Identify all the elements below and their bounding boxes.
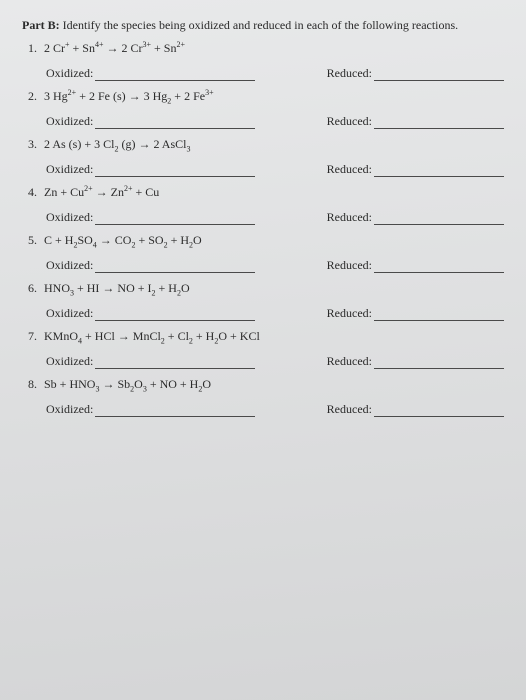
oxidized-field: Oxidized: (46, 162, 255, 177)
question-row: 1.2 Cr+ + Sn4+ → 2 Cr3+ + Sn2+ (22, 41, 504, 56)
question-row: 3.2 As (s) + 3 Cl2 (g) → 2 AsCl3 (22, 137, 504, 152)
reduced-label: Reduced: (327, 306, 372, 320)
answer-row: Oxidized: Reduced: (22, 210, 504, 225)
reduced-field: Reduced: (297, 162, 504, 177)
question-number: 2. (28, 89, 44, 104)
equation: 2 Cr+ + Sn4+ → 2 Cr3+ + Sn2+ (44, 41, 185, 56)
reduced-field: Reduced: (297, 66, 504, 81)
question-row: 5.C + H2SO4 → CO2 + SO2 + H2O (22, 233, 504, 248)
reduced-blank (374, 261, 504, 273)
answer-row: Oxidized: Reduced: (22, 354, 504, 369)
question-number: 8. (28, 377, 44, 392)
answer-row: Oxidized: Reduced: (22, 402, 504, 417)
reduced-label: Reduced: (327, 162, 372, 176)
oxidized-label: Oxidized: (46, 402, 93, 416)
question-number: 6. (28, 281, 44, 296)
equation: KMnO4 + HCl → MnCl2 + Cl2 + H2O + KCl (44, 329, 260, 344)
oxidized-field: Oxidized: (46, 114, 255, 129)
reduced-field: Reduced: (297, 402, 504, 417)
oxidized-blank (95, 261, 255, 273)
reduced-field: Reduced: (297, 354, 504, 369)
question-row: 8.Sb + HNO3 → Sb2O3 + NO + H2O (22, 377, 504, 392)
question-number: 1. (28, 41, 44, 56)
reduced-blank (374, 69, 504, 81)
equation: HNO3 + HI → NO + I2 + H2O (44, 281, 190, 296)
oxidized-label: Oxidized: (46, 210, 93, 224)
oxidized-label: Oxidized: (46, 114, 93, 128)
instruction-text: Identify the species being oxidized and … (63, 18, 459, 32)
question-row: 7.KMnO4 + HCl → MnCl2 + Cl2 + H2O + KCl (22, 329, 504, 344)
reduced-label: Reduced: (327, 114, 372, 128)
question-row: 4.Zn + Cu2+ → Zn2+ + Cu (22, 185, 504, 200)
question-number: 7. (28, 329, 44, 344)
question-number: 5. (28, 233, 44, 248)
question-row: 6.HNO3 + HI → NO + I2 + H2O (22, 281, 504, 296)
oxidized-blank (95, 309, 255, 321)
oxidized-label: Oxidized: (46, 66, 93, 80)
answer-row: Oxidized: Reduced: (22, 258, 504, 273)
oxidized-blank (95, 213, 255, 225)
worksheet-header: Part B: Identify the species being oxidi… (22, 18, 504, 33)
reduced-blank (374, 405, 504, 417)
answer-row: Oxidized: Reduced: (22, 66, 504, 81)
oxidized-field: Oxidized: (46, 66, 255, 81)
oxidized-label: Oxidized: (46, 354, 93, 368)
equation: Sb + HNO3 → Sb2O3 + NO + H2O (44, 377, 211, 392)
equation: 2 As (s) + 3 Cl2 (g) → 2 AsCl3 (44, 137, 190, 152)
reduced-label: Reduced: (327, 258, 372, 272)
oxidized-field: Oxidized: (46, 210, 255, 225)
reduced-blank (374, 357, 504, 369)
reduced-blank (374, 213, 504, 225)
answer-row: Oxidized: Reduced: (22, 162, 504, 177)
oxidized-blank (95, 405, 255, 417)
oxidized-blank (95, 117, 255, 129)
equation: 3 Hg2+ + 2 Fe (s) → 3 Hg2 + 2 Fe3+ (44, 89, 214, 104)
reduced-field: Reduced: (297, 306, 504, 321)
reduced-blank (374, 309, 504, 321)
reduced-blank (374, 117, 504, 129)
answer-row: Oxidized: Reduced: (22, 306, 504, 321)
question-number: 3. (28, 137, 44, 152)
question-number: 4. (28, 185, 44, 200)
oxidized-label: Oxidized: (46, 162, 93, 176)
reduced-label: Reduced: (327, 210, 372, 224)
questions-list: 1.2 Cr+ + Sn4+ → 2 Cr3+ + Sn2+ Oxidized: R… (22, 41, 504, 417)
oxidized-label: Oxidized: (46, 306, 93, 320)
oxidized-label: Oxidized: (46, 258, 93, 272)
reduced-label: Reduced: (327, 354, 372, 368)
oxidized-field: Oxidized: (46, 354, 255, 369)
oxidized-field: Oxidized: (46, 402, 255, 417)
reduced-field: Reduced: (297, 258, 504, 273)
reduced-label: Reduced: (327, 402, 372, 416)
answer-row: Oxidized: Reduced: (22, 114, 504, 129)
oxidized-blank (95, 69, 255, 81)
reduced-label: Reduced: (327, 66, 372, 80)
oxidized-blank (95, 357, 255, 369)
reduced-field: Reduced: (297, 114, 504, 129)
equation: Zn + Cu2+ → Zn2+ + Cu (44, 185, 159, 200)
question-row: 2.3 Hg2+ + 2 Fe (s) → 3 Hg2 + 2 Fe3+ (22, 89, 504, 104)
reduced-field: Reduced: (297, 210, 504, 225)
oxidized-blank (95, 165, 255, 177)
oxidized-field: Oxidized: (46, 258, 255, 273)
part-label: Part B: (22, 18, 60, 32)
equation: C + H2SO4 → CO2 + SO2 + H2O (44, 233, 202, 248)
reduced-blank (374, 165, 504, 177)
oxidized-field: Oxidized: (46, 306, 255, 321)
